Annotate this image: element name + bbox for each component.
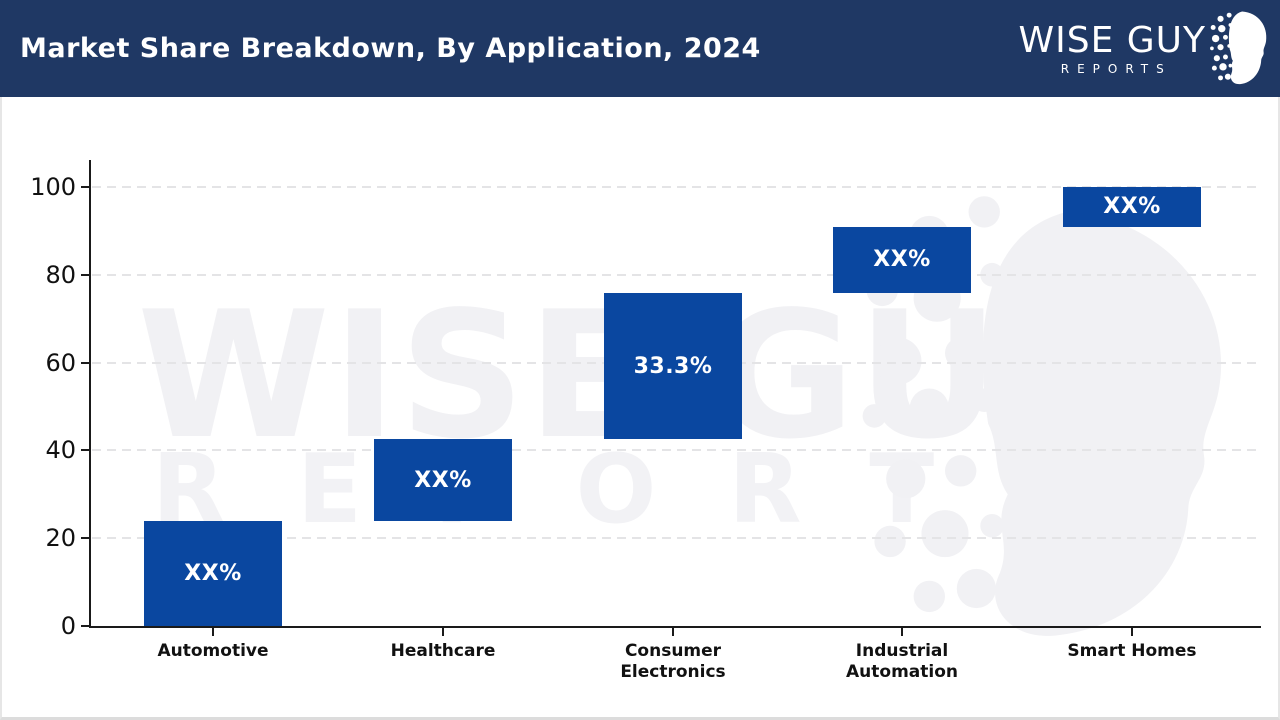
bar-industrial-automation: XX% — [833, 226, 971, 294]
brand-subtitle: REPORTS — [1060, 61, 1172, 76]
bar-smart-homes: XX% — [1063, 187, 1201, 227]
y-tick-label-100: 100 — [30, 173, 76, 201]
y-tick-mark-0 — [81, 625, 89, 627]
y-axis-spine — [89, 160, 91, 628]
bar-value-label-consumer-electronics: 33.3% — [633, 353, 713, 379]
x-tick-mark-smart-homes — [1131, 628, 1133, 636]
y-tick-mark-60 — [81, 361, 89, 364]
plot: 0 20 40 60 80 100 XX% Automotive XX% Healthcare 33… — [2, 97, 1278, 717]
header-bar: Market Share Breakdown, By Application, … — [0, 0, 1280, 97]
y-tick-mark-40 — [81, 449, 89, 452]
bar-healthcare: XX% — [374, 439, 512, 521]
y-tick-label-20: 20 — [45, 524, 76, 553]
brand-wordmark: WISE GUY REPORTS — [1019, 22, 1207, 76]
bar-value-label-smart-homes: XX% — [1103, 194, 1161, 220]
y-tick-label-0: 0 — [60, 612, 76, 640]
bar-consumer-electronics: 33.3% — [604, 293, 742, 440]
x-axis-spine — [89, 626, 1261, 628]
x-tick-mark-healthcare — [442, 628, 444, 636]
y-tick-label-40: 40 — [45, 436, 76, 465]
brand-name: WISE GUY — [1018, 20, 1206, 62]
bar-automotive: XX% — [144, 520, 282, 626]
x-tick-mark-industrial-automation — [901, 628, 903, 636]
gridline-80 — [92, 273, 1259, 276]
bar-value-label-healthcare: XX% — [414, 467, 472, 493]
x-axis-label-consumer-electronics: Consumer Electronics — [620, 641, 726, 682]
x-tick-mark-consumer-electronics — [672, 628, 674, 636]
bar-value-label-automotive: XX% — [184, 560, 242, 586]
y-tick-mark-20 — [81, 537, 89, 540]
gridline-40 — [92, 449, 1259, 452]
y-tick-mark-80 — [81, 273, 89, 276]
gridline-100 — [92, 186, 1259, 188]
x-axis-label-healthcare: Healthcare — [390, 641, 496, 661]
brand-logo: WISE GUY REPORTS — [1019, 5, 1271, 93]
gridline-20 — [92, 537, 1259, 540]
chart-area: WISE GUY REPORTS 0 20 40 60 80 100 XX% Automo — [0, 97, 1280, 720]
x-axis-label-automotive: Automotive — [157, 641, 269, 661]
y-tick-label-60: 60 — [45, 348, 76, 377]
x-axis-label-smart-homes: Smart Homes — [1067, 641, 1197, 661]
y-tick-mark-100 — [81, 186, 89, 188]
bar-value-label-industrial-automation: XX% — [873, 247, 931, 273]
wise-guy-face-icon — [1210, 11, 1267, 85]
page-title: Market Share Breakdown, By Application, … — [20, 33, 761, 64]
x-tick-mark-automotive — [212, 628, 214, 636]
y-tick-label-80: 80 — [45, 260, 76, 289]
x-axis-label-industrial-automation: Industrial Automation — [846, 641, 958, 682]
